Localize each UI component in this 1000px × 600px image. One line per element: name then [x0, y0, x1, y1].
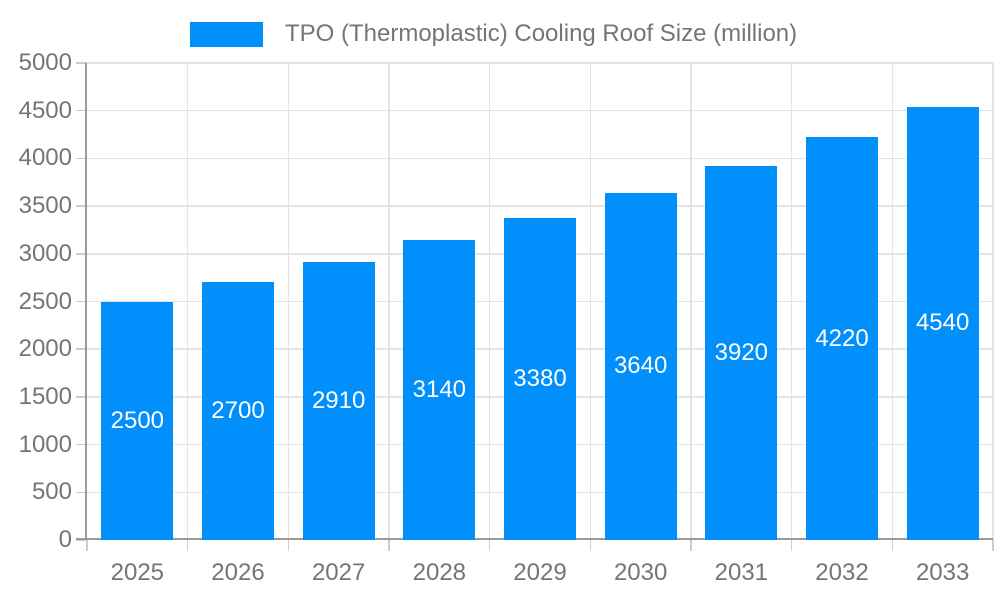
v-gridline — [891, 63, 894, 540]
v-gridline — [690, 63, 692, 540]
x-axis-tick-label: 2027 — [311, 559, 366, 586]
bar-value-label: 3140 — [412, 376, 467, 404]
x-tick-mark — [690, 540, 692, 551]
bar-value-label: 3920 — [714, 339, 769, 366]
y-axis-tick-label: 4000 — [18, 144, 72, 172]
v-gridline — [992, 63, 994, 540]
x-tick-mark — [186, 540, 189, 551]
x-tick-mark — [992, 540, 994, 551]
bar-2028[interactable]: 3140 — [403, 240, 476, 540]
bar-2026[interactable]: 2700 — [202, 282, 274, 540]
bar-value-label: 2700 — [211, 397, 265, 425]
x-tick-mark — [287, 540, 290, 551]
x-axis-tick-label: 2029 — [513, 559, 567, 586]
y-axis-tick-label: 1000 — [18, 430, 72, 458]
v-gridline — [790, 63, 793, 540]
bar-2027[interactable]: 2910 — [302, 262, 375, 540]
x-axis-tick-label: 2032 — [815, 559, 869, 586]
bar-value-label: 3640 — [613, 352, 668, 380]
h-gridline — [87, 205, 993, 207]
y-axis-tick-label: 0 — [58, 526, 72, 553]
y-tick-mark — [76, 443, 87, 446]
y-axis-tick-label: 2000 — [18, 335, 72, 363]
v-gridline — [287, 63, 290, 540]
y-axis-tick-label: 4500 — [18, 96, 72, 124]
y-tick-mark — [76, 157, 87, 160]
y-tick-mark — [76, 205, 87, 207]
bar-value-label: 3380 — [513, 364, 567, 392]
x-tick-mark — [589, 540, 592, 551]
bar-2032[interactable]: 4220 — [806, 137, 878, 540]
x-axis-tick-label: 2025 — [110, 559, 165, 586]
bar-2025[interactable]: 2500 — [101, 301, 174, 540]
legend-swatch-icon — [190, 21, 263, 47]
x-tick-mark — [891, 540, 894, 551]
bar-value-label: 4220 — [815, 324, 869, 352]
y-tick-mark — [76, 539, 87, 541]
x-axis-tick-label: 2033 — [915, 559, 970, 586]
bar-2033[interactable]: 4540 — [906, 106, 979, 540]
y-tick-mark — [76, 253, 87, 255]
y-axis-tick-label: 1500 — [18, 382, 72, 410]
bar-value-label: 4540 — [915, 309, 970, 337]
y-tick-mark — [76, 348, 87, 350]
y-axis-tick-label: 2500 — [18, 287, 72, 315]
y-axis-line — [85, 63, 87, 540]
x-tick-mark — [488, 540, 491, 551]
chart-legend[interactable]: TPO (Thermoplastic) Cooling Roof Size (m… — [190, 20, 797, 48]
bar-value-label: 2500 — [110, 406, 165, 434]
y-axis-tick-label: 3000 — [18, 239, 72, 267]
x-tick-mark — [86, 540, 88, 551]
x-axis-tick-label: 2031 — [714, 559, 769, 586]
h-gridline — [87, 109, 993, 112]
y-tick-mark — [76, 62, 87, 64]
h-gridline — [87, 157, 993, 160]
h-gridline — [87, 62, 993, 64]
legend-label: TPO (Thermoplastic) Cooling Roof Size (m… — [285, 20, 798, 47]
v-gridline — [388, 63, 390, 540]
x-axis-tick-label: 2030 — [613, 559, 668, 586]
x-tick-mark — [790, 540, 793, 551]
bar-2031[interactable]: 3920 — [705, 166, 778, 540]
y-tick-mark — [76, 396, 87, 398]
y-axis-tick-label: 5000 — [18, 49, 72, 76]
v-gridline — [589, 63, 592, 540]
v-gridline — [186, 63, 189, 540]
y-axis-tick-label: 3500 — [18, 192, 72, 220]
bar-2029[interactable]: 3380 — [504, 217, 576, 540]
y-tick-mark — [76, 109, 87, 112]
y-axis-tick-label: 500 — [31, 478, 72, 506]
x-axis-tick-label: 2028 — [412, 559, 467, 586]
v-gridline — [488, 63, 491, 540]
x-axis-tick-label: 2026 — [211, 559, 265, 586]
x-tick-mark — [388, 540, 390, 551]
y-tick-mark — [76, 300, 87, 303]
y-tick-mark — [76, 491, 87, 494]
bar-value-label: 2910 — [311, 387, 366, 415]
bar-2030[interactable]: 3640 — [604, 192, 677, 540]
